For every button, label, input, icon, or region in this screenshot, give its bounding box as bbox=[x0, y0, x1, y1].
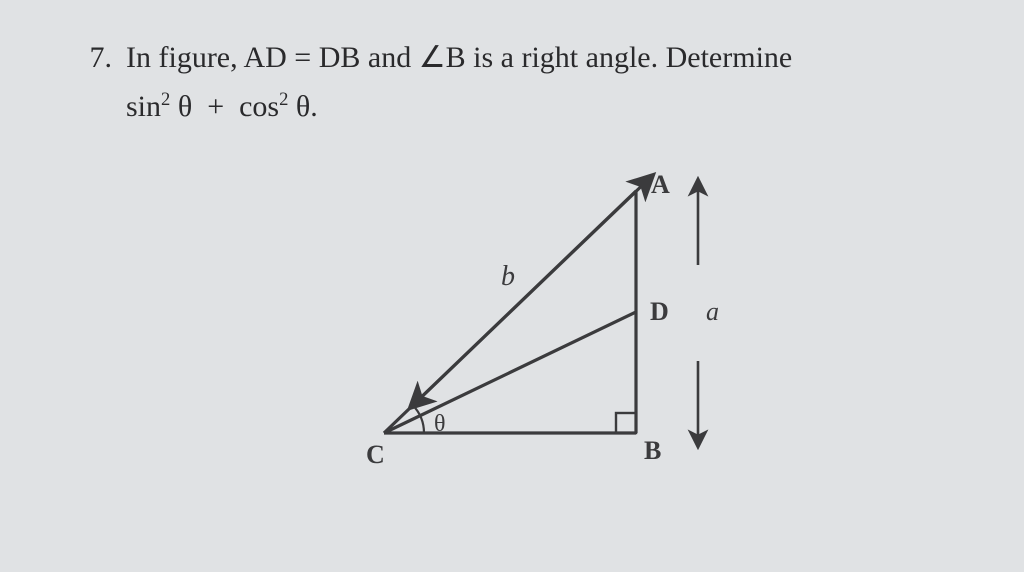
figure-container: A B C Da b θ bbox=[78, 145, 964, 485]
text-prefix: In figure, bbox=[126, 41, 243, 74]
problem-number: 7. bbox=[78, 38, 112, 79]
triangle-diagram: A B C Da b θ bbox=[306, 145, 736, 485]
expr-period: . bbox=[310, 90, 318, 123]
angle-symbol: ∠ bbox=[419, 41, 446, 74]
label-b: b bbox=[501, 261, 515, 292]
expression: sin2 θ + cos2 θ. bbox=[126, 87, 964, 128]
text-eq: AD = DB bbox=[243, 41, 360, 74]
label-C: C bbox=[366, 440, 385, 469]
text-mid: and bbox=[360, 41, 418, 74]
expr-sq2: 2 bbox=[279, 89, 288, 110]
page: 7. In figure, AD = DB and ∠B is a right … bbox=[0, 0, 1024, 572]
label-theta: θ bbox=[434, 411, 446, 437]
expr-sq1: 2 bbox=[161, 89, 170, 110]
label-a: a bbox=[706, 297, 719, 326]
angle-letter: B bbox=[446, 41, 466, 74]
label-D: D bbox=[650, 297, 669, 326]
problem-block: 7. In figure, AD = DB and ∠B is a right … bbox=[78, 38, 964, 127]
label-B: B bbox=[644, 436, 661, 465]
text-suffix: is a right angle. Determine bbox=[466, 41, 793, 74]
expr-sin: sin bbox=[126, 90, 161, 123]
expr-theta2: θ bbox=[296, 90, 310, 123]
problem-statement: In figure, AD = DB and ∠B is a right ang… bbox=[126, 38, 964, 127]
expr-cos: cos bbox=[239, 90, 279, 123]
expr-plus: + bbox=[200, 90, 232, 123]
label-A: A bbox=[651, 170, 670, 199]
expr-theta1: θ bbox=[178, 90, 192, 123]
